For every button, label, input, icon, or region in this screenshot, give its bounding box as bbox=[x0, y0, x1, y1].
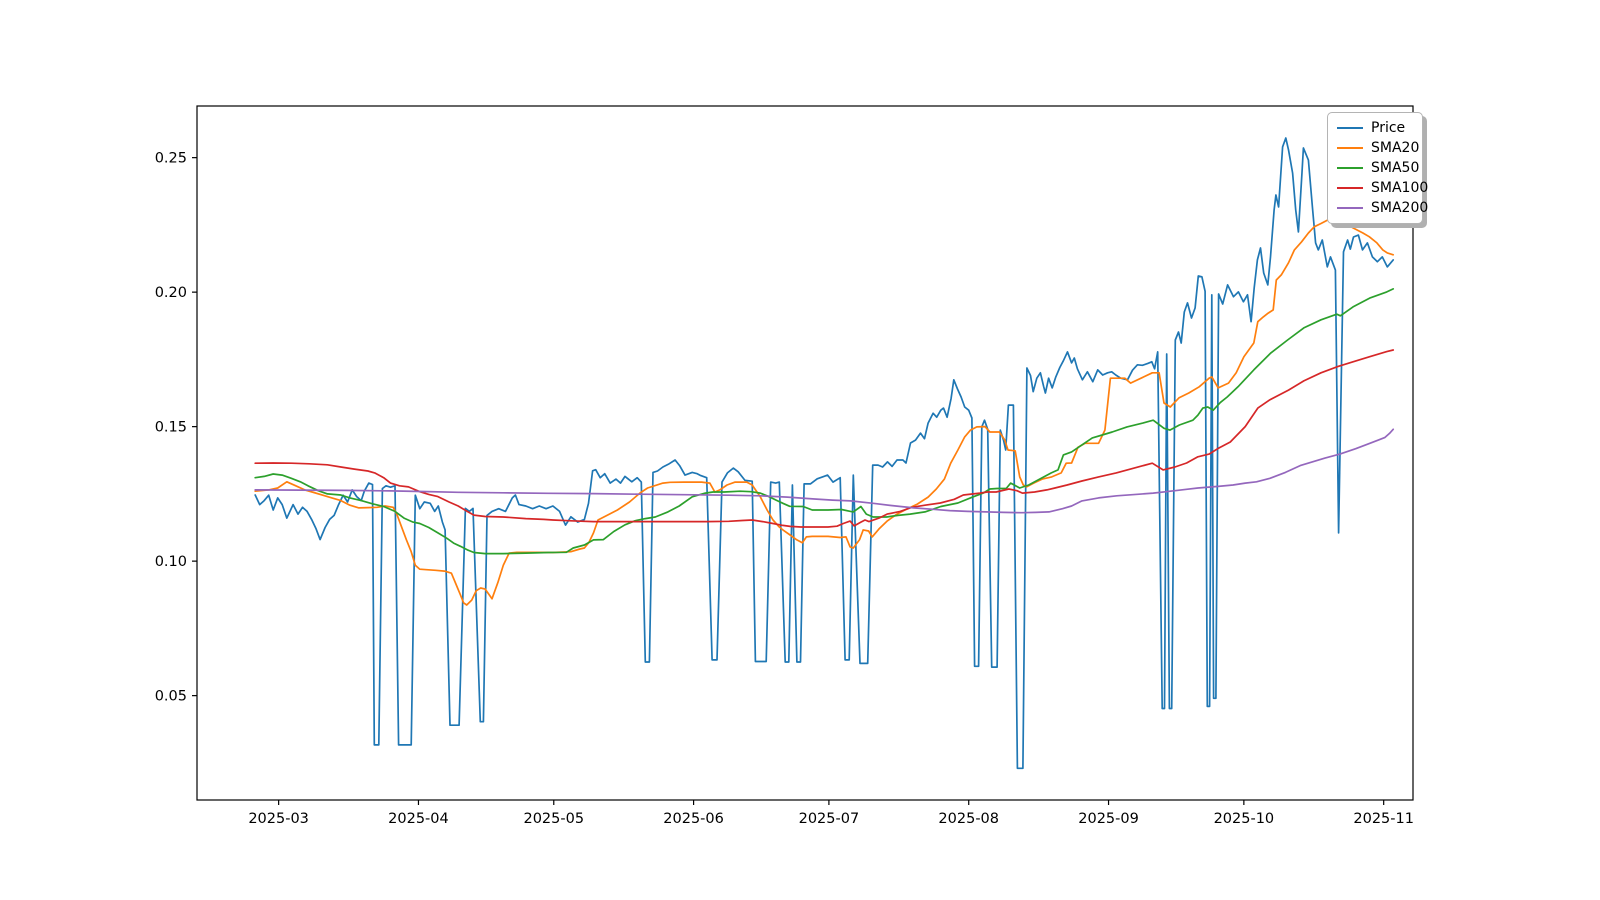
legend-label-sma100: SMA100 bbox=[1371, 180, 1429, 196]
y-tick-label-0.20: 0.20 bbox=[155, 285, 187, 301]
legend-item-price: Price bbox=[1337, 118, 1422, 138]
legend-label-sma200: SMA200 bbox=[1371, 200, 1429, 216]
series-line-sma50 bbox=[254, 288, 1395, 555]
x-tick-label-2025-07: 2025-07 bbox=[799, 811, 860, 827]
series-line-sma100 bbox=[254, 349, 1395, 528]
x-tick-label-2025-06: 2025-06 bbox=[663, 811, 724, 827]
y-tick-label-0.15: 0.15 bbox=[155, 420, 187, 436]
legend-line-sample-price bbox=[1337, 127, 1363, 129]
legend-item-sma50: SMA50 bbox=[1337, 158, 1422, 178]
series-line-price bbox=[254, 137, 1395, 770]
x-tick-label-2025-04: 2025-04 bbox=[388, 811, 449, 827]
series-line-sma200 bbox=[254, 428, 1395, 514]
x-tick-label-2025-10: 2025-10 bbox=[1214, 811, 1275, 827]
plot-border bbox=[196, 105, 1414, 801]
legend-line-sample-sma200 bbox=[1337, 207, 1363, 209]
legend-item-sma200: SMA200 bbox=[1337, 198, 1428, 218]
x-tick-label-2025-11: 2025-11 bbox=[1353, 811, 1414, 827]
legend-item-sma20: SMA20 bbox=[1337, 138, 1422, 158]
x-tick-label-2025-09: 2025-09 bbox=[1078, 811, 1139, 827]
series-line-sma20 bbox=[254, 218, 1395, 606]
y-tick-label-0.10: 0.10 bbox=[155, 554, 187, 570]
legend-line-sample-sma100 bbox=[1337, 187, 1363, 189]
x-tick-label-2025-03: 2025-03 bbox=[248, 811, 309, 827]
legend: Price SMA20 SMA50 SMA100 SMA200 bbox=[1327, 112, 1428, 224]
legend-item-sma100: SMA100 bbox=[1337, 178, 1428, 198]
legend-line-sample-sma20 bbox=[1337, 147, 1363, 149]
y-tick-label-0.05: 0.05 bbox=[155, 689, 187, 705]
x-tick-label-2025-08: 2025-08 bbox=[938, 811, 999, 827]
legend-label-price: Price bbox=[1371, 120, 1406, 136]
y-tick-label-0.25: 0.25 bbox=[155, 151, 187, 167]
legend-label-sma20: SMA20 bbox=[1371, 140, 1420, 156]
legend-line-sample-sma50 bbox=[1337, 167, 1363, 169]
x-tick-label-2025-05: 2025-05 bbox=[523, 811, 584, 827]
legend-label-sma50: SMA50 bbox=[1371, 160, 1420, 176]
